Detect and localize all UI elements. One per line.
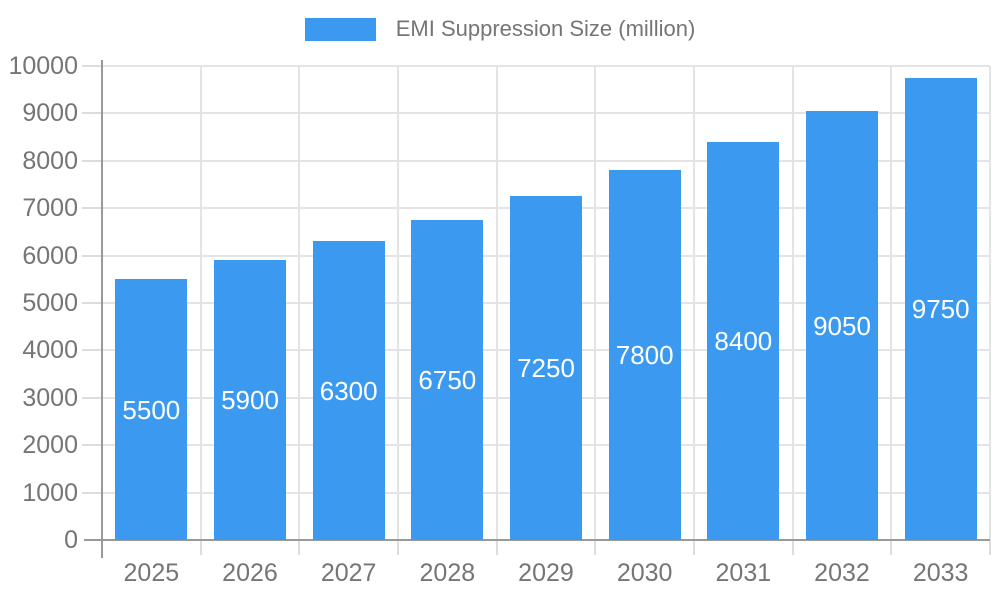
x-axis-tick xyxy=(989,540,991,555)
x-axis-tick xyxy=(594,540,597,555)
x-axis-tick xyxy=(791,540,794,555)
bar-value-label: 7800 xyxy=(615,340,674,371)
x-gridline xyxy=(989,66,991,540)
x-tick-label: 2031 xyxy=(715,559,772,587)
y-tick-label: 8000 xyxy=(22,146,78,175)
x-axis-tick xyxy=(199,540,202,555)
legend-label[interactable]: EMI Suppression Size (million) xyxy=(395,16,696,41)
x-tick-label: 2026 xyxy=(222,559,278,587)
x-tick-label: 2029 xyxy=(518,559,574,587)
x-gridline xyxy=(693,66,695,540)
y-axis-tick xyxy=(82,302,102,304)
y-axis-tick xyxy=(82,159,102,162)
x-gridline xyxy=(495,66,498,540)
y-gridline xyxy=(102,65,990,67)
y-axis-tick xyxy=(82,396,102,399)
x-gridline xyxy=(890,66,893,540)
x-tick-label: 2032 xyxy=(814,559,870,587)
bar-value-label: 9750 xyxy=(911,293,970,324)
bar-value-label: 9050 xyxy=(813,310,871,341)
x-axis-tick xyxy=(495,540,498,555)
y-tick-label: 5000 xyxy=(22,289,78,317)
y-axis-tick xyxy=(82,65,102,67)
y-axis-tick xyxy=(82,112,102,115)
x-tick-label: 2027 xyxy=(320,559,377,587)
x-tick-label: 2030 xyxy=(616,559,673,587)
bar[interactable] xyxy=(904,77,977,540)
legend: EMI Suppression Size (million) xyxy=(0,16,1000,42)
bar-value-label: 5900 xyxy=(221,385,279,416)
y-axis-tick xyxy=(82,491,102,494)
x-axis-tick xyxy=(693,540,695,555)
x-axis-line xyxy=(84,539,990,541)
bar-value-label: 6300 xyxy=(319,375,378,406)
x-axis-tick xyxy=(298,540,301,555)
bar-value-label: 5500 xyxy=(122,394,181,425)
bar[interactable] xyxy=(115,279,188,540)
x-gridline xyxy=(199,66,202,540)
x-tick-label: 2025 xyxy=(123,559,180,587)
x-tick-label: 2033 xyxy=(912,559,969,587)
y-axis-tick xyxy=(82,254,102,257)
bar[interactable] xyxy=(806,111,878,540)
y-tick-label: 1000 xyxy=(22,478,78,507)
y-tick-label: 4000 xyxy=(22,336,78,365)
y-tick-label: 3000 xyxy=(22,383,78,412)
bar[interactable] xyxy=(411,220,484,540)
y-axis-tick xyxy=(82,349,102,352)
bar[interactable] xyxy=(510,196,582,540)
y-gridline xyxy=(102,112,990,115)
bar[interactable] xyxy=(312,241,385,540)
y-tick-label: 7000 xyxy=(22,194,78,223)
x-axis-tick xyxy=(397,540,399,555)
y-axis-line xyxy=(101,60,103,558)
x-gridline xyxy=(594,66,597,540)
bar[interactable] xyxy=(608,170,681,540)
y-tick-label: 6000 xyxy=(22,241,78,270)
bar[interactable] xyxy=(214,260,286,540)
x-gridline xyxy=(397,66,399,540)
y-axis-tick xyxy=(82,444,102,447)
y-tick-label: 0 xyxy=(64,526,78,554)
y-gridline xyxy=(102,159,990,162)
bar-value-label: 7250 xyxy=(517,353,575,384)
x-tick-label: 2028 xyxy=(419,559,476,587)
bar-value-label: 6750 xyxy=(418,365,477,396)
y-tick-label: 9000 xyxy=(22,99,78,128)
x-gridline xyxy=(791,66,794,540)
legend-swatch[interactable] xyxy=(304,17,376,41)
x-axis-tick xyxy=(890,540,893,555)
x-gridline xyxy=(298,66,301,540)
bar-value-label: 8400 xyxy=(714,325,773,356)
y-axis-tick xyxy=(82,207,102,210)
y-tick-label: 2000 xyxy=(22,431,78,460)
y-tick-label: 10000 xyxy=(8,52,78,80)
bar[interactable] xyxy=(707,141,780,540)
